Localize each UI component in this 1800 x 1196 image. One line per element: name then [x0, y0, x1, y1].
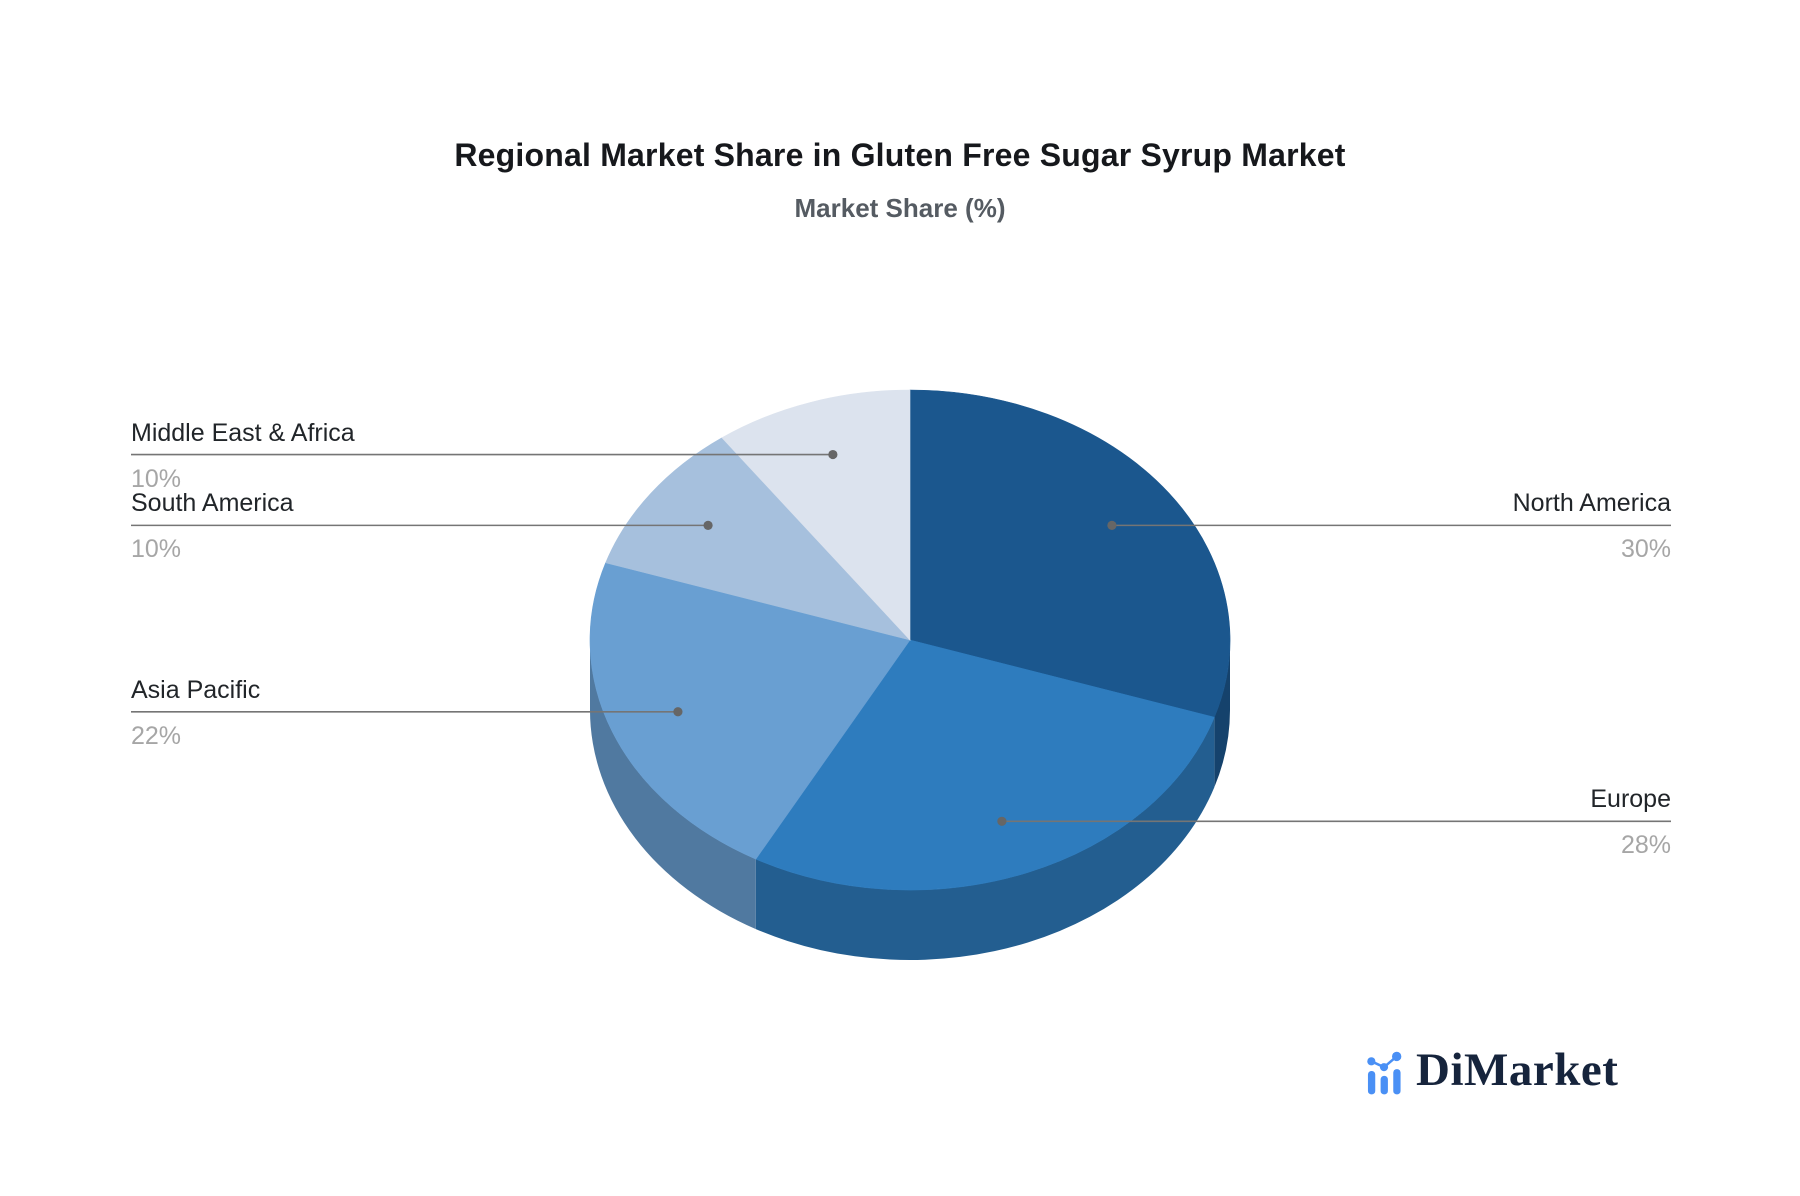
pie-slice-side-north-america: [1214, 640, 1230, 788]
pie-slice-europe[interactable]: [755, 639, 1215, 891]
callout-dot-asia-pacific: [673, 707, 683, 717]
pie-slice-asia-pacific[interactable]: [589, 562, 911, 860]
pie-slice-middle-east-africa[interactable]: [721, 389, 911, 641]
logo-text: DiMarket: [1416, 1044, 1619, 1096]
bar-line-chart-icon: [1367, 1051, 1402, 1095]
dimarket-logo: DiMarket: [1366, 1040, 1618, 1096]
chart-title: Regional Market Share in Gluten Free Sug…: [454, 137, 1346, 173]
chart-subtitle: Market Share (%): [794, 193, 1006, 223]
pie-slice-side-europe: [755, 717, 1215, 961]
callout-dot-south-america: [703, 520, 713, 530]
callout-dot-europe: [997, 816, 1007, 826]
callout-dot-middle-east-africa: [828, 449, 838, 460]
pie-slice-south-america[interactable]: [605, 437, 911, 641]
pie-slice-side-asia-pacific: [590, 640, 756, 930]
pie-slice-north-america[interactable]: [909, 389, 1231, 718]
callout-dot-north-america: [1107, 520, 1117, 530]
